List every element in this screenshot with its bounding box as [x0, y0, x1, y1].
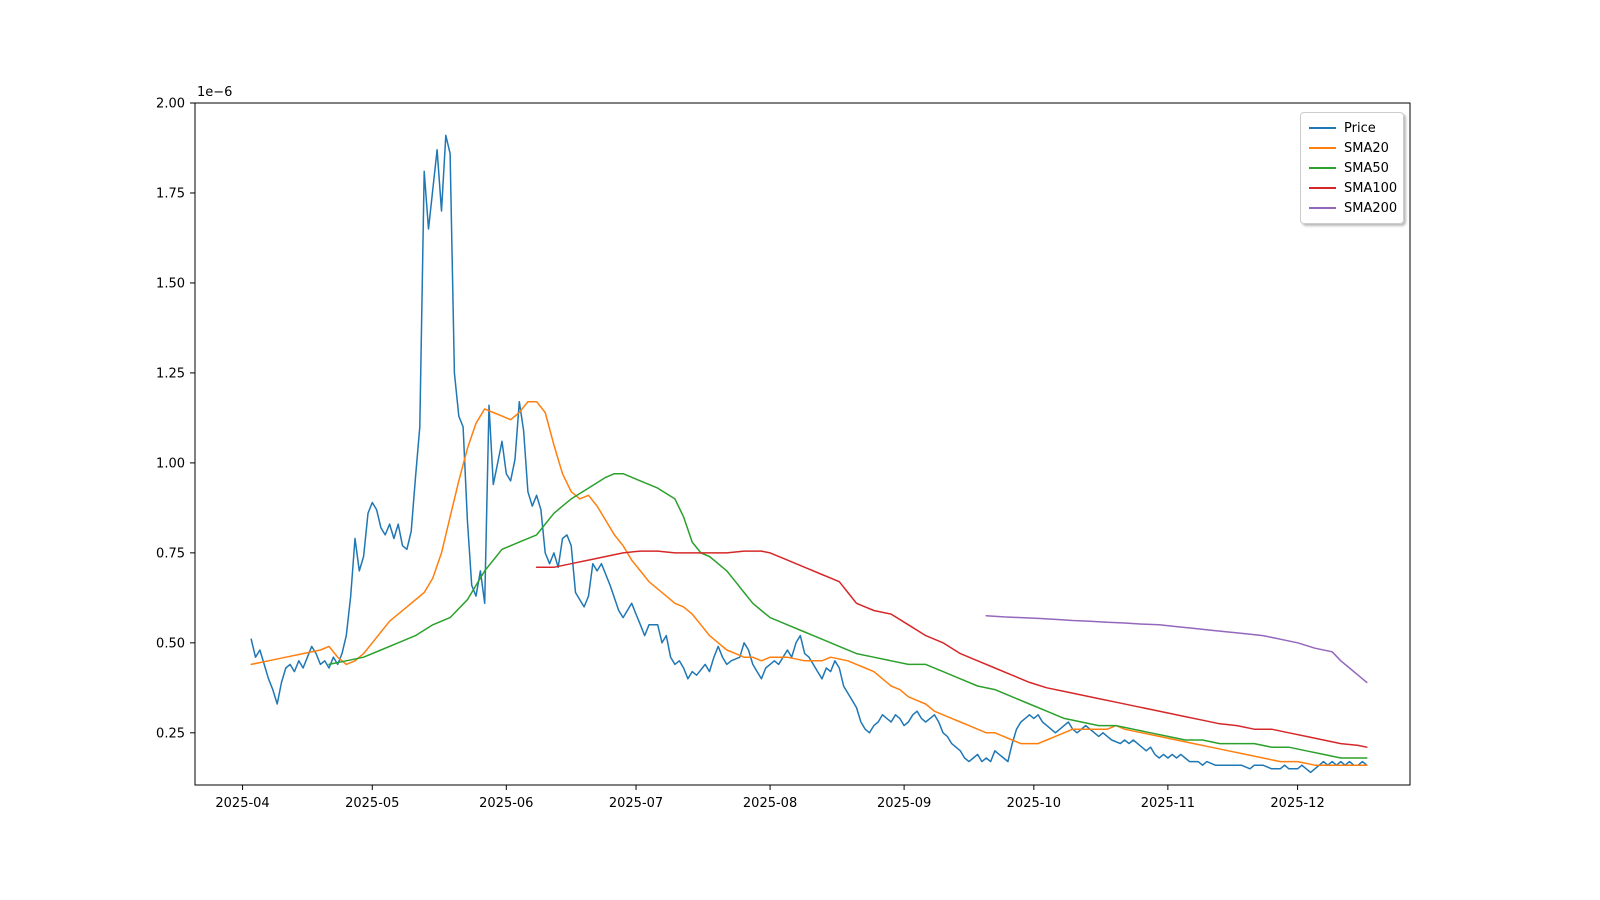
legend-item-sma100: SMA100	[1301, 178, 1403, 198]
y-tick-label: 0.25	[156, 726, 185, 741]
x-tick-label: 2025-08	[743, 796, 797, 811]
x-tick-label: 2025-12	[1270, 796, 1324, 811]
y-tick-label: 2.00	[156, 97, 185, 112]
legend-line-sma20	[1309, 147, 1336, 149]
series-line-sma100	[535, 550, 1368, 748]
legend-label-sma200: SMA200	[1344, 200, 1398, 216]
x-tick-label: 2025-06	[479, 796, 533, 811]
legend-label-sma50: SMA50	[1344, 160, 1389, 176]
legend-item-sma50: SMA50	[1301, 158, 1403, 178]
axes-frame	[194, 102, 1411, 786]
legend-item-sma20: SMA20	[1301, 138, 1403, 158]
legend-item-sma200: SMA200	[1301, 198, 1403, 218]
x-tick-label: 2025-05	[345, 796, 399, 811]
y-tick-label: 0.75	[156, 546, 185, 561]
legend-label-sma20: SMA20	[1344, 140, 1389, 156]
legend-line-price	[1309, 127, 1336, 129]
legend-line-sma200	[1309, 207, 1336, 209]
legend: Price SMA20 SMA50 SMA100 SMA200	[1300, 112, 1404, 224]
legend-label-sma100: SMA100	[1344, 180, 1398, 196]
x-tick-label: 2025-07	[609, 796, 663, 811]
x-tick-label: 2025-09	[877, 796, 931, 811]
y-tick-label: 0.50	[156, 636, 185, 651]
y-tick-label: 1.00	[156, 456, 185, 471]
x-tick-label: 2025-04	[215, 796, 269, 811]
series-line-sma50	[328, 472, 1368, 759]
legend-item-price: Price	[1301, 118, 1403, 138]
y-axis-offset-label: 1e−6	[197, 85, 232, 100]
x-tick-label: 2025-10	[1007, 796, 1061, 811]
legend-line-sma100	[1309, 187, 1336, 189]
legend-label-price: Price	[1344, 120, 1376, 136]
series-line-sma20	[250, 400, 1368, 766]
y-tick-label: 1.50	[156, 276, 185, 291]
legend-line-sma50	[1309, 167, 1336, 169]
series-line-sma200	[985, 615, 1368, 684]
y-tick-label: 1.25	[156, 366, 185, 381]
y-tick-label: 1.75	[156, 186, 185, 201]
x-tick-label: 2025-11	[1141, 796, 1195, 811]
series-line-price	[250, 134, 1368, 774]
